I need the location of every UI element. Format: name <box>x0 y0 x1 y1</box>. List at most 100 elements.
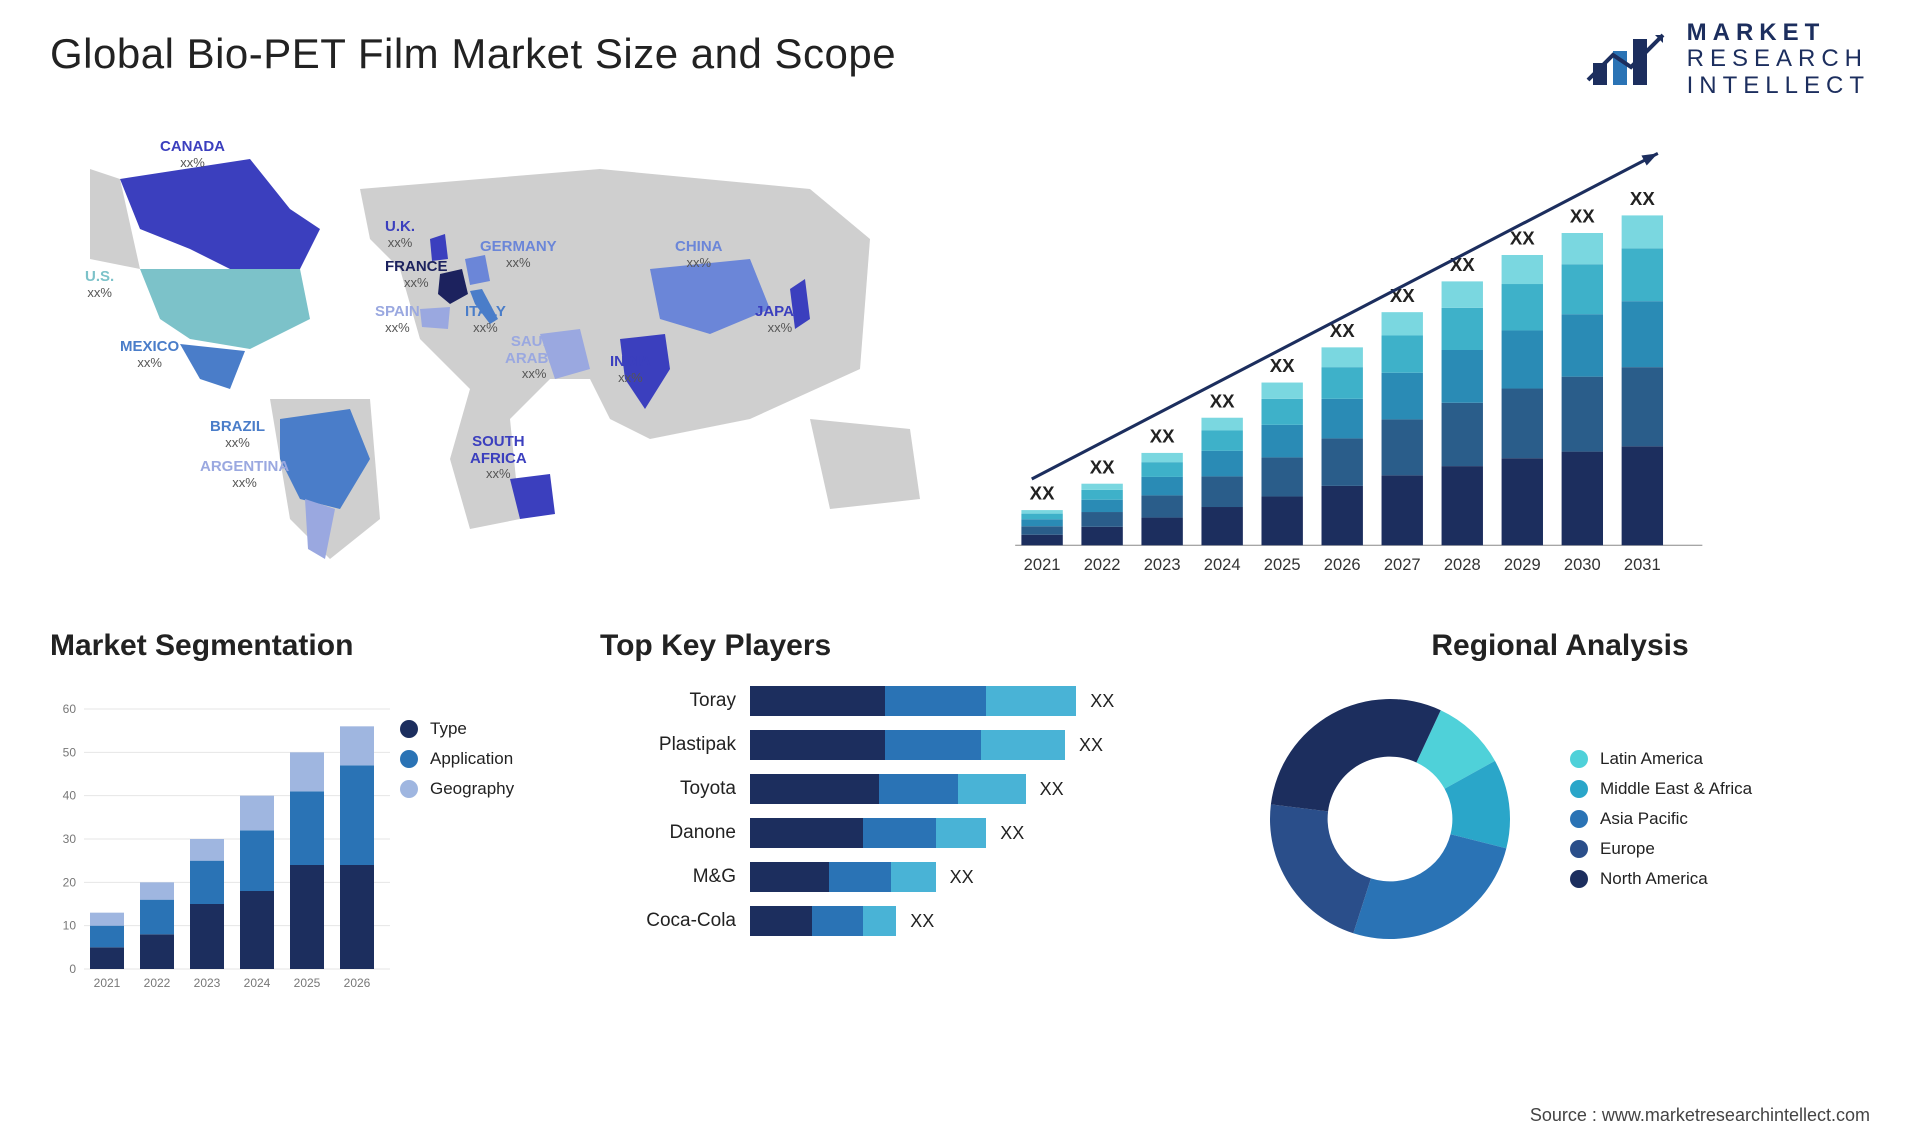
logo-line-2: RESEARCH <box>1687 46 1870 72</box>
map-label-name: ARGENTINA <box>200 458 289 475</box>
seg-year-label: 2024 <box>244 976 271 990</box>
forecast-bar-seg <box>1622 446 1663 545</box>
forecast-bar-seg <box>1562 233 1603 264</box>
player-name: M&G <box>600 855 736 899</box>
player-name: Coca-Cola <box>600 899 736 943</box>
forecast-bar-seg <box>1021 514 1062 520</box>
player-bar-seg <box>958 774 1026 804</box>
forecast-bar-seg <box>1201 477 1242 508</box>
svg-text:50: 50 <box>63 746 77 760</box>
map-label-saudi-arabia: SAUDI ARABIAxx% <box>505 334 563 381</box>
seg-bar-seg <box>90 948 124 970</box>
forecast-bar-value: XX <box>1150 426 1175 447</box>
map-label-pct: xx% <box>120 356 179 370</box>
seg-year-label: 2023 <box>194 976 221 990</box>
forecast-bar-value: XX <box>1630 188 1655 209</box>
map-label-pct: xx% <box>385 236 415 250</box>
legend-swatch-icon <box>1570 750 1588 768</box>
map-label-italy: ITALYxx% <box>465 304 506 335</box>
forecast-bar-value: XX <box>1450 254 1475 275</box>
map-label-pct: xx% <box>85 286 114 300</box>
player-bar-value: XX <box>1079 735 1103 756</box>
map-region-canada <box>120 159 320 269</box>
seg-bar-seg <box>140 883 174 900</box>
forecast-bar-value: XX <box>1090 457 1115 478</box>
player-bar-row: XX <box>750 899 1220 943</box>
forecast-bar-value: XX <box>1210 391 1235 412</box>
logo-line-1: MARKET <box>1687 20 1870 46</box>
map-label-name: SOUTH AFRICA <box>470 433 527 467</box>
forecast-bar-seg <box>1141 496 1182 518</box>
seg-bar-seg <box>290 865 324 969</box>
seg-legend-item: Geography <box>400 779 570 799</box>
map-label-name: BRAZIL <box>210 418 265 435</box>
seg-bar-seg <box>340 865 374 969</box>
forecast-bar-seg <box>1562 264 1603 314</box>
forecast-year-label: 2021 <box>1024 555 1061 574</box>
header: Global Bio-PET Film Market Size and Scop… <box>50 20 1870 99</box>
regional-legend-label: North America <box>1600 869 1708 889</box>
forecast-year-label: 2031 <box>1624 555 1661 574</box>
map-label-japan: JAPANxx% <box>755 304 805 335</box>
seg-legend-label: Type <box>430 719 467 739</box>
map-label-name: U.S. <box>85 268 114 285</box>
segmentation-panel: Market Segmentation 01020304050602021202… <box>50 629 570 1029</box>
logo-text: MARKET RESEARCH INTELLECT <box>1687 20 1870 99</box>
source-attribution: Source : www.marketresearchintellect.com <box>1530 1105 1870 1126</box>
map-label-spain: SPAINxx% <box>375 304 420 335</box>
top-row: CANADAxx%U.S.xx%MEXICOxx%BRAZILxx%ARGENT… <box>50 119 1870 599</box>
map-label-pct: xx% <box>200 476 289 490</box>
seg-legend-item: Type <box>400 719 570 739</box>
forecast-bar-value: XX <box>1510 228 1535 249</box>
forecast-bar-seg <box>1141 518 1182 546</box>
map-label-pct: xx% <box>160 156 225 170</box>
seg-bar-seg <box>240 796 274 831</box>
player-bar-seg <box>829 862 891 892</box>
forecast-bar-seg <box>1322 348 1363 368</box>
player-bar-seg <box>891 862 936 892</box>
seg-bar-seg <box>190 904 224 969</box>
map-label-pct: xx% <box>470 467 527 481</box>
player-bar-seg <box>750 730 885 760</box>
forecast-bar-seg <box>1622 367 1663 446</box>
forecast-bar-seg <box>1322 367 1363 399</box>
player-bar-value: XX <box>910 911 934 932</box>
forecast-bar-seg <box>1261 497 1302 546</box>
player-bar-value: XX <box>1040 779 1064 800</box>
forecast-bar-seg <box>1442 403 1483 466</box>
player-bar-seg <box>863 906 897 936</box>
map-label-pct: xx% <box>755 321 805 335</box>
player-bar-row: XX <box>750 855 1220 899</box>
legend-swatch-icon <box>400 780 418 798</box>
legend-swatch-icon <box>1570 780 1588 798</box>
segmentation-title: Market Segmentation <box>50 629 570 663</box>
player-bar <box>750 686 1076 716</box>
player-bar-seg <box>885 686 986 716</box>
forecast-bar-seg <box>1081 527 1122 545</box>
forecast-bar-seg <box>1201 418 1242 431</box>
forecast-bar-seg <box>1261 383 1302 399</box>
seg-bar-seg <box>140 935 174 970</box>
forecast-bar-seg <box>1141 462 1182 477</box>
regional-legend: Latin AmericaMiddle East & AfricaAsia Pa… <box>1530 739 1752 899</box>
regional-legend-item: Latin America <box>1570 749 1752 769</box>
regional-legend-item: Middle East & Africa <box>1570 779 1752 799</box>
svg-text:40: 40 <box>63 789 77 803</box>
map-label-name: INDIA <box>610 353 651 370</box>
forecast-bar-seg <box>1081 484 1122 490</box>
player-bar <box>750 730 1065 760</box>
map-label-china: CHINAxx% <box>675 239 723 270</box>
map-label-france: FRANCExx% <box>385 259 448 290</box>
regional-legend-item: Europe <box>1570 839 1752 859</box>
seg-bar-seg <box>240 831 274 892</box>
forecast-bar-seg <box>1562 314 1603 376</box>
map-label-name: FRANCE <box>385 258 448 275</box>
forecast-bar-seg <box>1081 512 1122 527</box>
forecast-bar-value: XX <box>1030 483 1055 504</box>
forecast-bar-seg <box>1502 331 1543 389</box>
forecast-bar-seg <box>1261 399 1302 425</box>
forecast-year-label: 2030 <box>1564 555 1601 574</box>
seg-bar-seg <box>290 792 324 866</box>
forecast-year-label: 2029 <box>1504 555 1541 574</box>
map-label-pct: xx% <box>480 256 557 270</box>
